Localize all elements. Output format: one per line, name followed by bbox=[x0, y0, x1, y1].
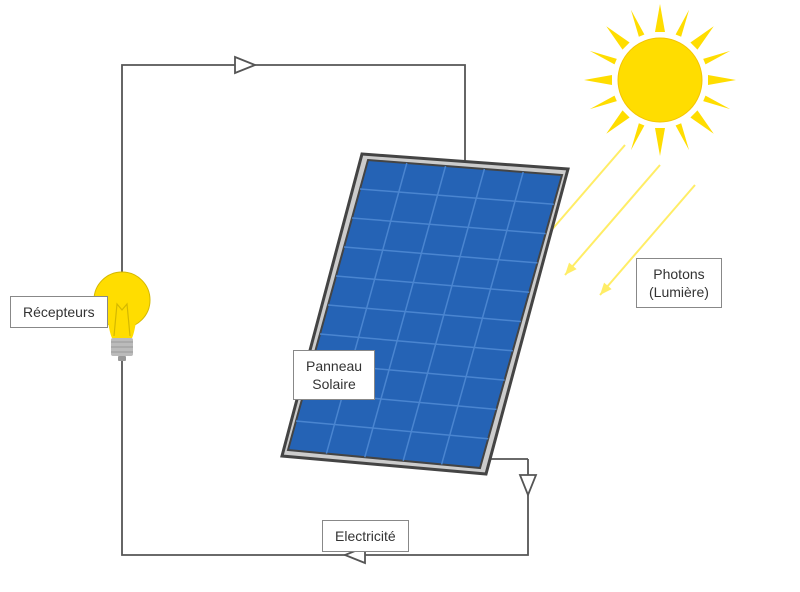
label-electricity: Electricité bbox=[322, 520, 409, 552]
label-photons: Photons (Lumière) bbox=[636, 258, 722, 308]
label-receptors: Récepteurs bbox=[10, 296, 108, 328]
label-panel: Panneau Solaire bbox=[293, 350, 375, 400]
